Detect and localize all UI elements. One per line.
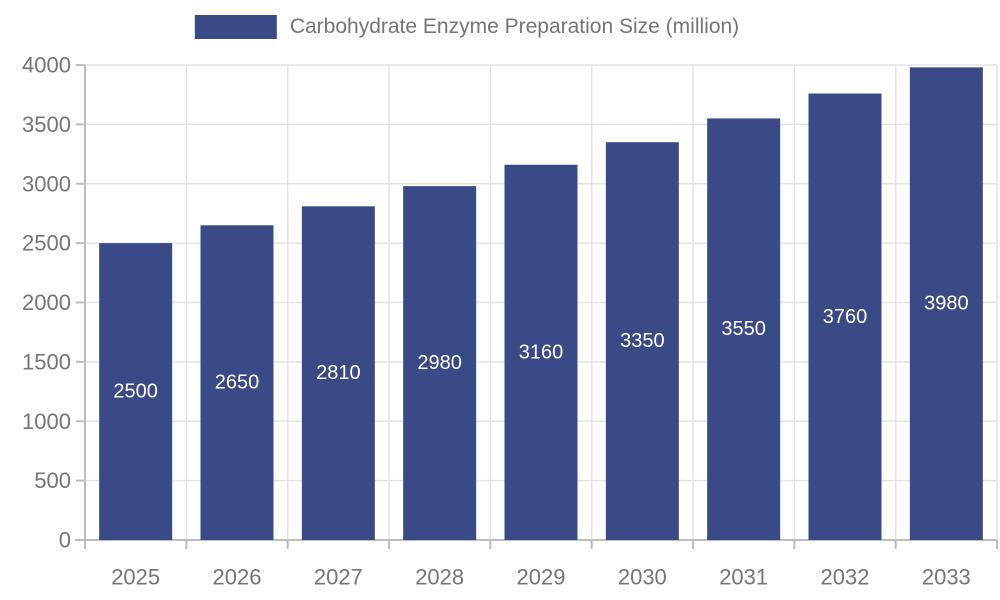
y-axis-tick-label: 2000 <box>22 290 71 315</box>
bar-value-label: 3160 <box>519 341 564 363</box>
bar-value-label: 2500 <box>113 381 158 403</box>
bar-value-label: 2980 <box>417 352 462 374</box>
x-axis-tick-label: 2025 <box>111 565 160 590</box>
y-axis-tick-label: 1000 <box>22 409 71 434</box>
x-axis-tick-label: 2030 <box>618 565 667 590</box>
y-axis-tick-label: 500 <box>34 468 71 493</box>
legend-swatch[interactable] <box>194 15 277 39</box>
bar-value-label: 3980 <box>924 293 969 315</box>
bar-2033[interactable] <box>909 67 983 540</box>
bar-value-label: 3760 <box>823 306 868 328</box>
x-axis-tick-label: 2027 <box>314 565 363 590</box>
bar-value-label: 2810 <box>316 362 361 384</box>
bar-2030[interactable] <box>605 142 679 540</box>
bar-2032[interactable] <box>808 93 882 541</box>
bar-2031[interactable] <box>707 118 781 540</box>
y-axis-tick-label: 2500 <box>22 231 71 256</box>
chart-legend[interactable]: Carbohydrate Enzyme Preparation Size (mi… <box>194 15 740 39</box>
bar-2026[interactable] <box>200 225 274 540</box>
bar-value-label: 3350 <box>620 330 665 352</box>
y-axis-tick-label: 3500 <box>22 112 71 137</box>
x-axis-tick-label: 2029 <box>517 565 566 590</box>
x-axis-tick-label: 2026 <box>213 565 262 590</box>
legend-label[interactable]: Carbohydrate Enzyme Preparation Size (mi… <box>289 15 740 38</box>
y-axis-tick-label: 4000 <box>22 53 71 78</box>
bar-2025[interactable] <box>99 243 173 540</box>
x-axis-tick-label: 2031 <box>719 565 768 590</box>
bar-value-label: 2650 <box>215 372 260 394</box>
y-axis-tick-label: 3000 <box>22 171 71 196</box>
bar-2029[interactable] <box>504 164 578 540</box>
y-axis-tick-label: 0 <box>59 528 71 553</box>
bar-2027[interactable] <box>301 206 375 540</box>
y-axis-tick-label: 1500 <box>22 349 71 374</box>
x-axis-tick-label: 2033 <box>922 565 971 590</box>
bar-2028[interactable] <box>403 186 477 540</box>
x-axis-tick-label: 2032 <box>821 565 870 590</box>
bar-value-label: 3550 <box>721 318 766 340</box>
x-axis-tick-label: 2028 <box>415 565 464 590</box>
